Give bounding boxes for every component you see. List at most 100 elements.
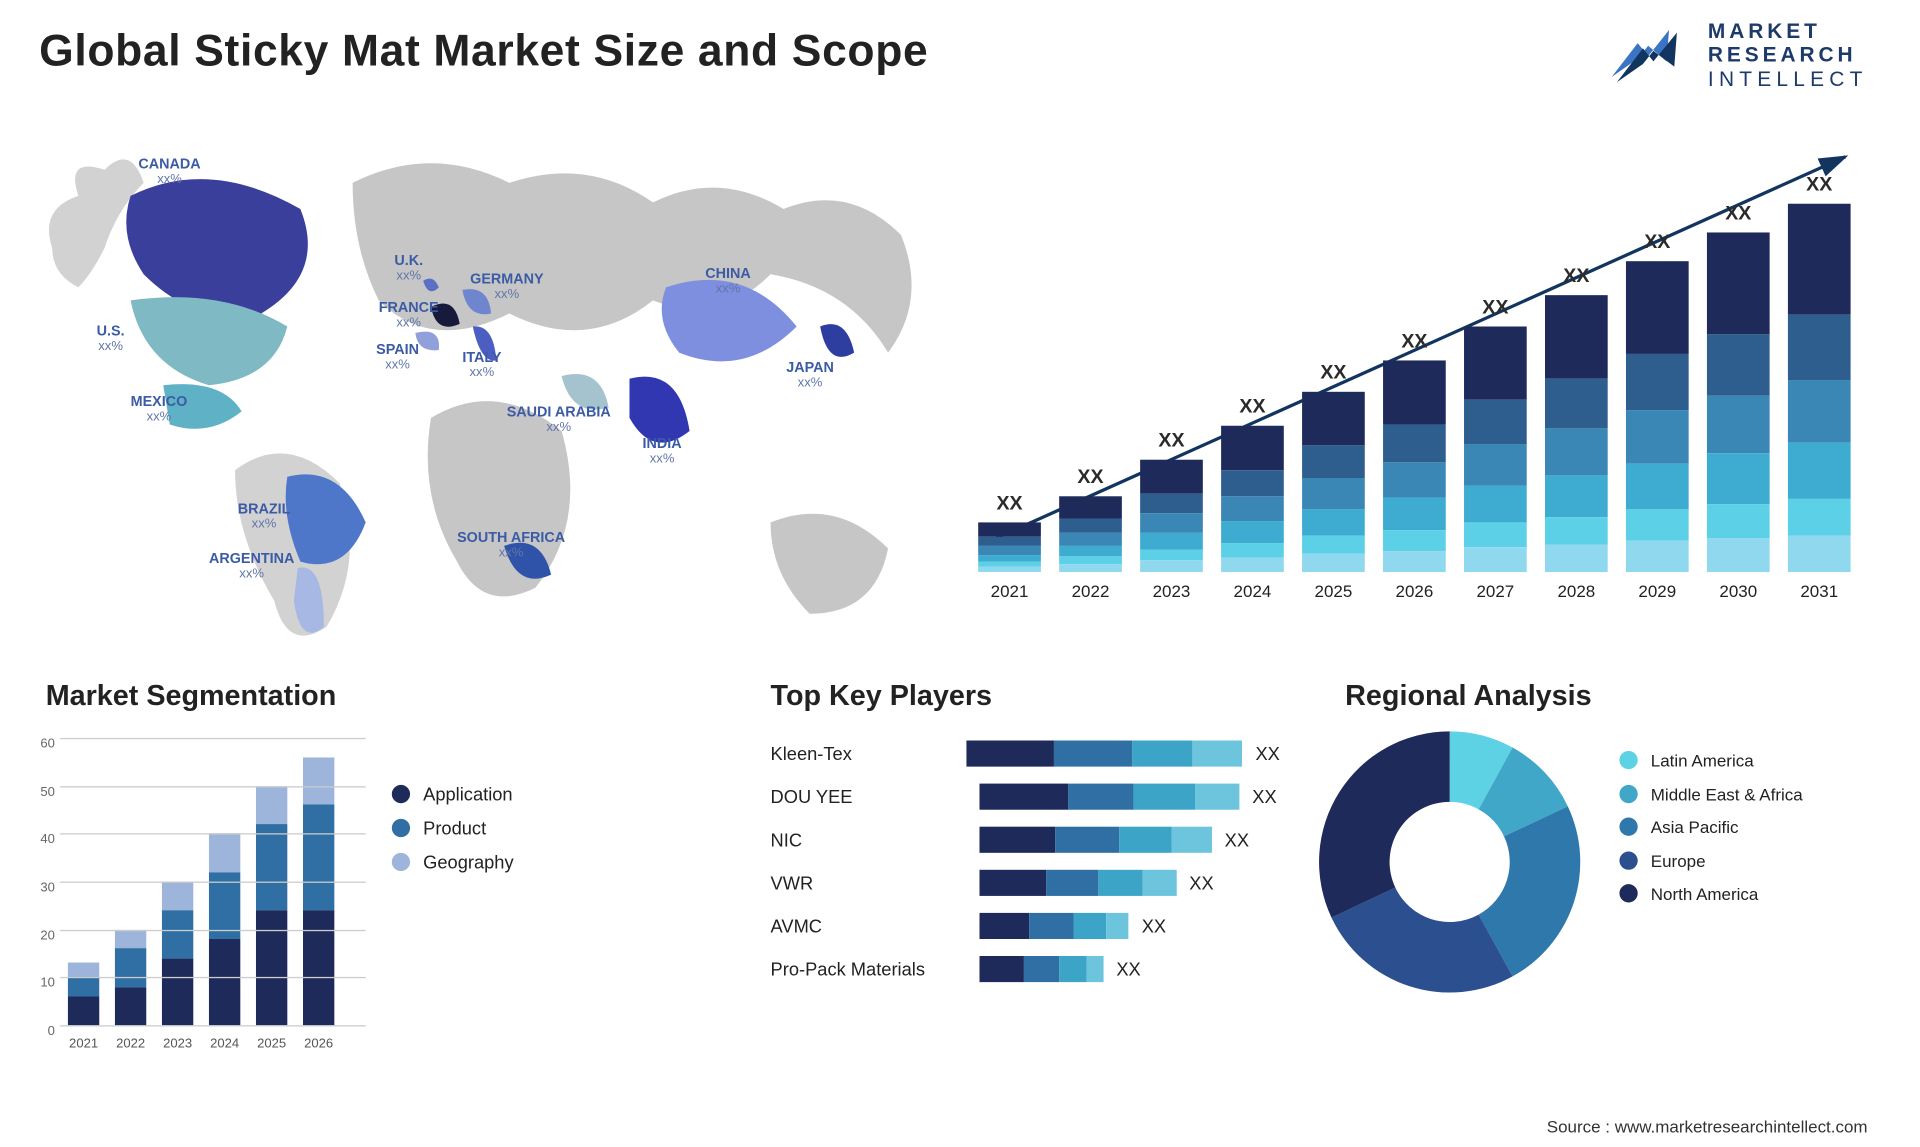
bar-value: XX [1383, 330, 1446, 352]
bar [1383, 361, 1446, 573]
bar-value: XX [978, 492, 1041, 514]
map-label: SOUTH AFRICAxx% [457, 530, 565, 560]
legend-item: Europe [1619, 851, 1802, 871]
x-tick: 2024 [201, 1037, 248, 1051]
y-tick: 50 [40, 785, 55, 799]
x-tick: 2027 [1456, 581, 1534, 601]
legend-item: Middle East & Africa [1619, 784, 1802, 804]
map-label: CHINAxx% [705, 266, 751, 296]
map-label: JAPANxx% [786, 360, 834, 390]
x-tick: 2025 [1294, 581, 1372, 601]
y-tick: 10 [40, 977, 55, 991]
gridline [60, 929, 366, 930]
map-label: SPAINxx% [376, 342, 419, 372]
bar [1221, 426, 1284, 572]
x-tick: 2024 [1213, 581, 1291, 601]
gridline [60, 977, 366, 978]
bar [1464, 327, 1527, 572]
x-tick: 2023 [154, 1037, 201, 1051]
gridline [60, 738, 366, 739]
map-label: U.K.xx% [394, 253, 423, 283]
bar [68, 963, 99, 1025]
x-tick: 2029 [1618, 581, 1696, 601]
legend-item: Latin America [1619, 751, 1802, 771]
x-tick: 2026 [295, 1037, 342, 1051]
x-tick: 2021 [970, 581, 1048, 601]
legend-item: Geography [392, 852, 514, 873]
x-tick: 2031 [1780, 581, 1858, 601]
x-tick: 2023 [1132, 581, 1210, 601]
bar-value: XX [1707, 202, 1770, 224]
legend-item: Asia Pacific [1619, 818, 1802, 838]
regional-legend: Latin America Middle East & Africa Asia Pa… [1619, 738, 1802, 918]
x-tick: 2026 [1375, 581, 1453, 601]
map-label: ITALYxx% [462, 350, 501, 380]
bar [1302, 392, 1365, 572]
page-title: Global Sticky Mat Market Size and Scope [39, 26, 928, 77]
bar [1626, 261, 1689, 572]
bar-value: XX [1221, 396, 1284, 418]
regional-donut [1306, 718, 1593, 1005]
y-tick: 60 [40, 737, 55, 751]
bar-value: XX [1626, 231, 1689, 253]
map-label: FRANCExx% [379, 300, 439, 330]
brand-logo: MARKET RESEARCH INTELLECT [1609, 21, 1868, 93]
x-tick: 2028 [1537, 581, 1615, 601]
map-label: U.S.xx% [97, 324, 125, 354]
key-players-title: Top Key Players [771, 679, 992, 713]
player-row: VWRXX [771, 861, 1280, 904]
bar-value: XX [1302, 362, 1365, 384]
map-label: ARGENTINAxx% [209, 551, 294, 581]
map-label: INDIAxx% [643, 436, 682, 466]
bar [1140, 460, 1203, 572]
bar [303, 757, 334, 1025]
player-row: DOU YEEXX [771, 774, 1280, 817]
gridline [60, 786, 366, 787]
segmentation-chart: 0102030405060 202120222023202420252026 [26, 725, 366, 1051]
x-tick: 2025 [248, 1037, 295, 1051]
bar [978, 522, 1041, 572]
player-row: NICXX [771, 818, 1280, 861]
bar [162, 882, 193, 1026]
map-label: GERMANYxx% [470, 272, 543, 302]
gridline [60, 834, 366, 835]
logo-line2: RESEARCH [1708, 45, 1868, 69]
segmentation-title: Market Segmentation [46, 679, 337, 713]
player-row: Kleen-TexXX [771, 731, 1280, 774]
map-label: MEXICOxx% [131, 394, 188, 424]
source-credit: Source : www.marketresearchintellect.com [1547, 1117, 1868, 1137]
y-tick: 0 [48, 1025, 55, 1039]
map-label: BRAZILxx% [238, 502, 291, 532]
legend-item: Product [392, 818, 514, 839]
logo-icon [1609, 24, 1695, 89]
world-map: CANADAxx% U.S.xx% MEXICOxx% BRAZILxx% ARGENT… [39, 131, 953, 653]
regional-title: Regional Analysis [1345, 679, 1591, 713]
x-tick: 2022 [1051, 581, 1129, 601]
bar-value: XX [1059, 466, 1122, 488]
bar [256, 786, 287, 1025]
logo-line3: INTELLECT [1708, 69, 1868, 93]
legend-item: North America [1619, 885, 1802, 905]
key-players-chart: Kleen-TexXXDOU YEEXXNICXXVWRXXAVMCXXPro-… [771, 731, 1280, 990]
bar [1545, 295, 1608, 572]
bar [1788, 204, 1851, 572]
y-tick: 30 [40, 881, 55, 895]
x-tick: 2022 [107, 1037, 154, 1051]
bar-value: XX [1464, 296, 1527, 318]
player-row: AVMCXX [771, 904, 1280, 947]
gridline [60, 1025, 366, 1026]
gridline [60, 882, 366, 883]
x-tick: 2030 [1699, 581, 1777, 601]
bar-value: XX [1140, 430, 1203, 452]
bar [1059, 496, 1122, 572]
x-tick: 2021 [60, 1037, 107, 1051]
bar [1707, 232, 1770, 572]
legend-item: Application [392, 784, 514, 805]
map-label: SAUDI ARABIAxx% [507, 405, 611, 435]
segmentation-legend: Application Product Geography [392, 771, 514, 886]
map-label: CANADAxx% [138, 157, 200, 187]
market-size-chart: XXXXXXXXXXXXXXXXXXXXXX 20212022202320242… [973, 131, 1868, 601]
bar-value: XX [1545, 265, 1608, 287]
y-tick: 40 [40, 833, 55, 847]
player-row: Pro-Pack MaterialsXX [771, 947, 1280, 990]
